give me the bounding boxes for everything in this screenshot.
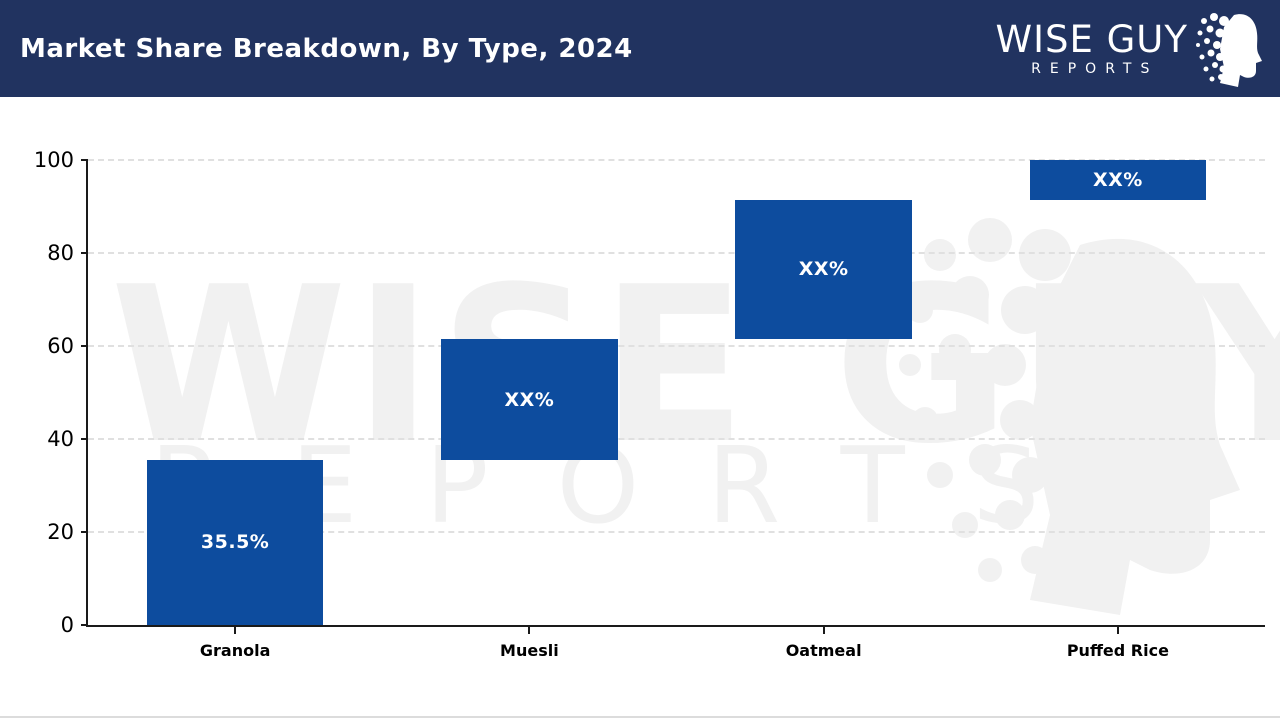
bar-granola: 35.5% [146,459,324,625]
page-title: Market Share Breakdown, By Type, 2024 [20,33,633,64]
y-tick-mark [81,438,88,440]
logo-text: WISE GUY REPORTS [996,21,1188,76]
x-tick-label: Granola [199,641,271,660]
y-tick-label: 40 [47,427,74,451]
x-tick-label: Muesli [500,641,559,660]
gridline [88,159,1265,161]
gridline [88,345,1265,347]
y-tick-label: 0 [60,613,74,637]
y-tick-label: 20 [47,520,74,544]
header-bar: Market Share Breakdown, By Type, 2024 WI… [0,0,1280,97]
y-tick-mark [81,531,88,533]
y-tick-label: 100 [33,148,74,172]
bar-value-label: XX% [798,258,849,281]
gridline [88,438,1265,440]
x-tick-mark [528,627,531,634]
bar-value-label: 35.5% [200,531,270,554]
gridline [88,531,1265,533]
logo-wordmark: WISE GUY [995,18,1188,61]
y-tick-mark [81,159,88,161]
y-tick-label: 80 [47,241,74,265]
y-tick-mark [81,345,88,347]
y-tick-mark [81,252,88,254]
waterfall-chart: 0 20 40 60 80 100 35.5% Granola XX% Muesli XX% Oatm… [0,97,1280,720]
logo-subtext: REPORTS [1031,61,1159,77]
x-tick-mark [822,627,825,634]
y-tick-mark [81,624,88,626]
x-tick-label: Puffed Rice [1066,641,1169,660]
logo-head-icon [1196,12,1262,87]
watermark-head-graphic [899,218,1240,615]
x-tick-mark [234,627,237,634]
y-axis-line [86,160,88,627]
bar-value-label: XX% [1092,168,1143,191]
bottom-divider [0,716,1280,718]
gridline [88,252,1265,254]
x-tick-label: Oatmeal [785,641,862,660]
bar-value-label: XX% [504,388,555,411]
y-tick-label: 60 [47,334,74,358]
x-axis-line [86,625,1265,627]
wise-guy-reports-logo: WISE GUY REPORTS [996,9,1280,89]
bar-muesli: XX% [441,339,618,460]
bar-oatmeal: XX% [735,199,912,340]
x-tick-mark [1116,627,1119,634]
bar-puffed-rice: XX% [1029,160,1207,200]
